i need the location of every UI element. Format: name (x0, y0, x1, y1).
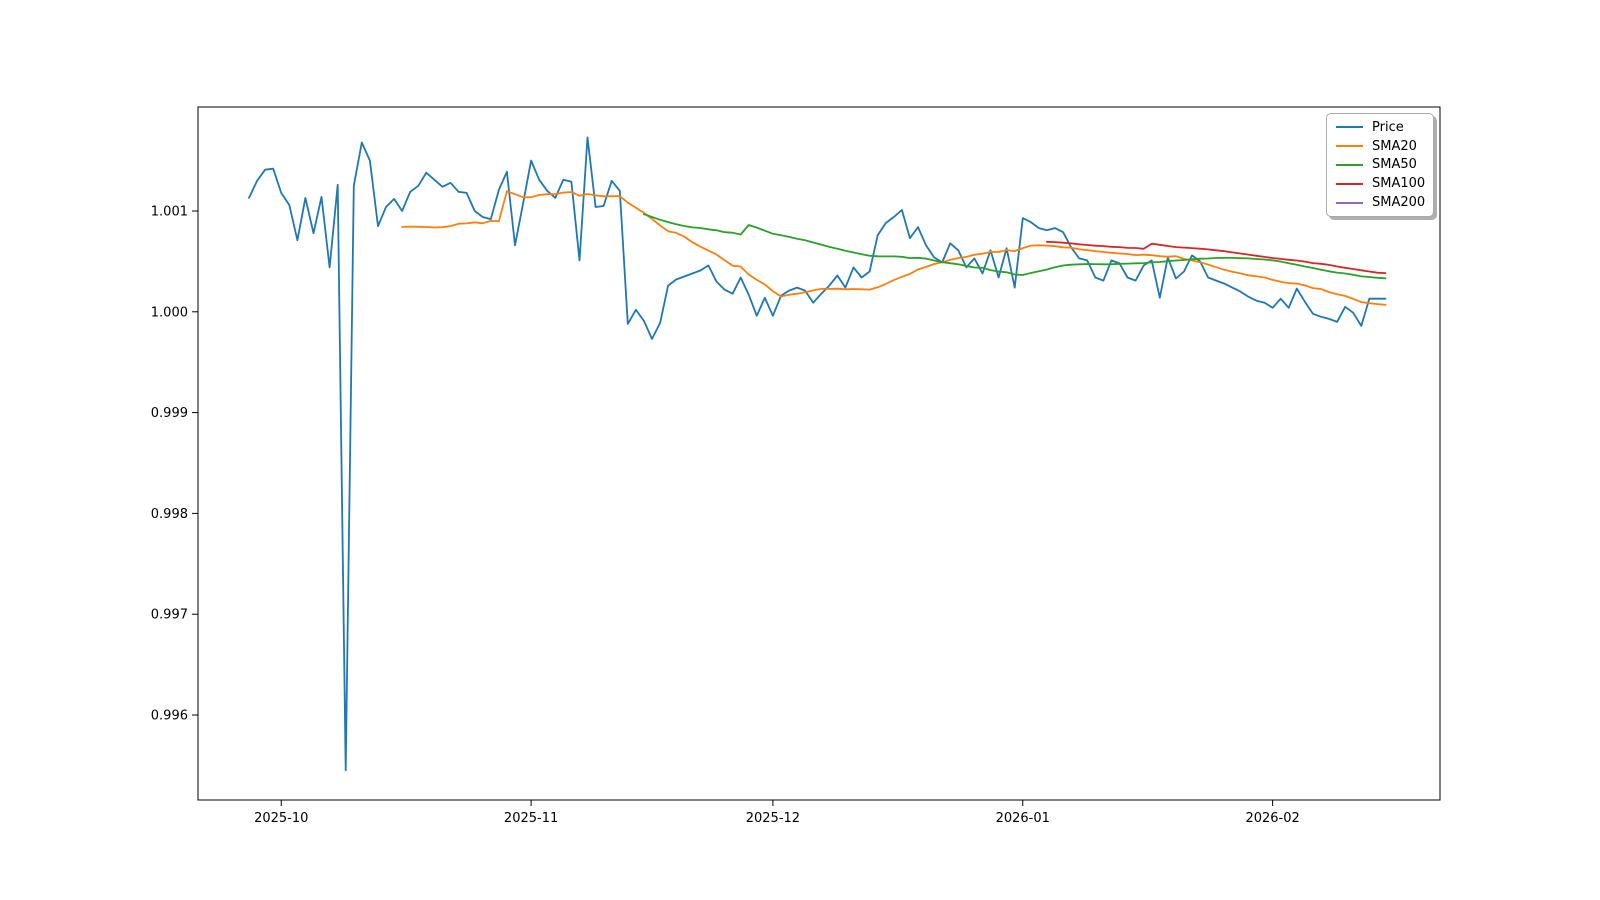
y-tick-label: 0.998 (151, 507, 188, 522)
legend-entry-sma50: SMA50 (1336, 156, 1427, 175)
legend-entry-price: Price (1336, 118, 1427, 137)
legend-entry-sma200: SMA200 (1336, 193, 1427, 212)
y-tick-label: 1.000 (151, 305, 188, 320)
sma50-line (643, 213, 1387, 280)
legend-label: SMA100 (1372, 176, 1426, 192)
x-tick-label: 2025-10 (254, 811, 308, 826)
y-tick-label: 0.997 (151, 608, 188, 623)
y-tick-label: 0.999 (151, 406, 188, 421)
plot-area-border (197, 106, 1441, 801)
legend-label: SMA50 (1372, 157, 1417, 173)
legend-label: SMA20 (1372, 138, 1417, 154)
legend-line-sample (1336, 126, 1363, 129)
legend-label: Price (1372, 119, 1404, 135)
sma20-line (401, 190, 1387, 306)
plot-series (248, 136, 1387, 772)
legend-line-sample (1336, 163, 1363, 166)
x-tick-label: 2026-01 (996, 811, 1050, 826)
legend-line-sample (1336, 145, 1363, 148)
y-tick-label: 0.996 (151, 709, 188, 724)
legend-label: SMA200 (1372, 195, 1426, 211)
y-tick-label: 1.001 (151, 205, 188, 220)
x-tick-label: 2025-11 (504, 811, 558, 826)
legend: Price SMA20 SMA50 SMA100 SMA200 (1326, 113, 1434, 217)
x-tick-label: 2025-12 (746, 811, 800, 826)
x-tick-label: 2026-02 (1245, 811, 1299, 826)
legend-line-sample (1336, 182, 1363, 185)
legend-entry-sma100: SMA100 (1336, 174, 1427, 193)
sma100-line (1046, 240, 1387, 275)
axes: 2025-10 2025-11 2025-12 2026-01 2026-02 0.996… (151, 106, 1441, 826)
legend-line-sample (1336, 201, 1363, 204)
legend-entry-sma20: SMA20 (1336, 137, 1427, 156)
